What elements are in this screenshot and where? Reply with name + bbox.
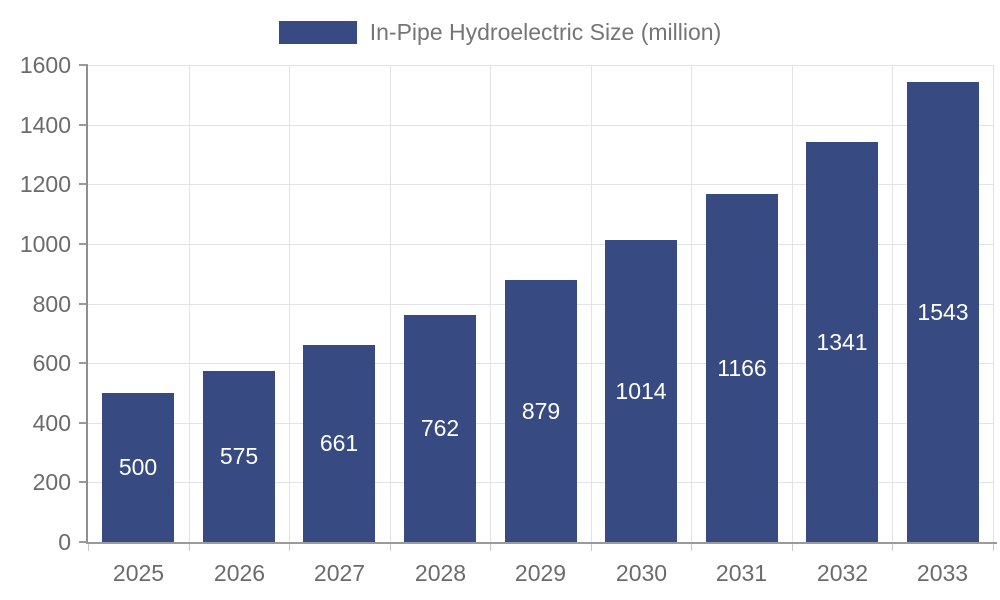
x-axis-label: 2029 xyxy=(514,560,567,586)
x-gridline xyxy=(691,65,692,542)
bar-value-label: 762 xyxy=(420,415,460,441)
bar: 762 xyxy=(404,315,476,542)
x-tick xyxy=(88,544,89,551)
y-axis-label: 0 xyxy=(58,529,71,555)
x-axis-label: 2028 xyxy=(414,560,467,586)
y-tick xyxy=(79,481,88,483)
bar-value-label: 661 xyxy=(319,430,359,456)
bar: 661 xyxy=(303,345,375,542)
y-axis-label: 1200 xyxy=(19,171,71,197)
y-axis-line xyxy=(86,65,88,544)
bar: 1014 xyxy=(605,240,677,542)
x-tick xyxy=(591,544,592,551)
y-tick xyxy=(79,243,88,245)
x-gridline xyxy=(892,65,893,542)
y-gridline xyxy=(88,244,993,245)
bar-value-label: 575 xyxy=(219,443,259,469)
y-axis-label: 200 xyxy=(32,469,71,495)
y-tick xyxy=(79,541,88,543)
y-gridline xyxy=(88,184,993,185)
x-axis-label: 2030 xyxy=(615,560,668,586)
y-axis-label: 600 xyxy=(32,350,71,376)
x-axis-label: 2027 xyxy=(313,560,366,586)
y-axis-label: 1600 xyxy=(19,52,71,78)
x-tick xyxy=(691,544,692,551)
y-gridline xyxy=(88,65,993,66)
y-tick xyxy=(79,124,88,126)
x-axis-line xyxy=(86,542,997,544)
y-tick xyxy=(79,303,88,305)
y-axis-label: 1000 xyxy=(19,231,71,257)
x-axis-label: 2031 xyxy=(715,560,768,586)
x-axis-label: 2025 xyxy=(112,560,165,586)
x-gridline xyxy=(189,65,190,542)
bar-value-label: 1166 xyxy=(717,354,767,381)
bar: 575 xyxy=(203,371,275,542)
y-tick xyxy=(79,64,88,66)
x-gridline xyxy=(591,65,592,542)
legend-swatch xyxy=(278,21,357,44)
x-tick xyxy=(490,544,491,551)
x-tick xyxy=(189,544,190,551)
x-gridline xyxy=(289,65,290,542)
bar-value-label: 1014 xyxy=(615,377,667,404)
bar-value-label: 1543 xyxy=(917,298,969,325)
x-tick xyxy=(892,544,893,551)
bar: 500 xyxy=(102,393,174,542)
bar-value-label: 500 xyxy=(118,454,158,480)
bar: 1543 xyxy=(907,82,979,542)
x-axis-label: 2026 xyxy=(213,560,266,586)
x-tick xyxy=(993,544,994,551)
bar-value-label: 879 xyxy=(521,397,561,424)
x-gridline xyxy=(390,65,391,542)
y-tick xyxy=(79,362,88,364)
y-tick xyxy=(79,422,88,424)
x-tick xyxy=(792,544,793,551)
y-axis-label: 400 xyxy=(32,410,71,436)
legend: In-Pipe Hydroelectric Size (million) xyxy=(0,19,1000,46)
x-axis-label: 2033 xyxy=(916,560,969,586)
y-axis-label: 800 xyxy=(32,291,71,317)
y-gridline xyxy=(88,125,993,126)
x-gridline xyxy=(490,65,491,542)
bar: 1341 xyxy=(806,142,878,542)
x-tick xyxy=(289,544,290,551)
y-tick xyxy=(79,183,88,185)
x-gridline xyxy=(792,65,793,542)
bar: 1166 xyxy=(706,194,778,542)
bar: 879 xyxy=(505,280,577,542)
x-gridline xyxy=(993,65,994,542)
x-axis-label: 2032 xyxy=(816,560,869,586)
y-axis-label: 1400 xyxy=(19,112,71,138)
x-tick xyxy=(390,544,391,551)
legend-label: In-Pipe Hydroelectric Size (million) xyxy=(369,19,722,45)
bar-value-label: 1341 xyxy=(816,328,868,355)
